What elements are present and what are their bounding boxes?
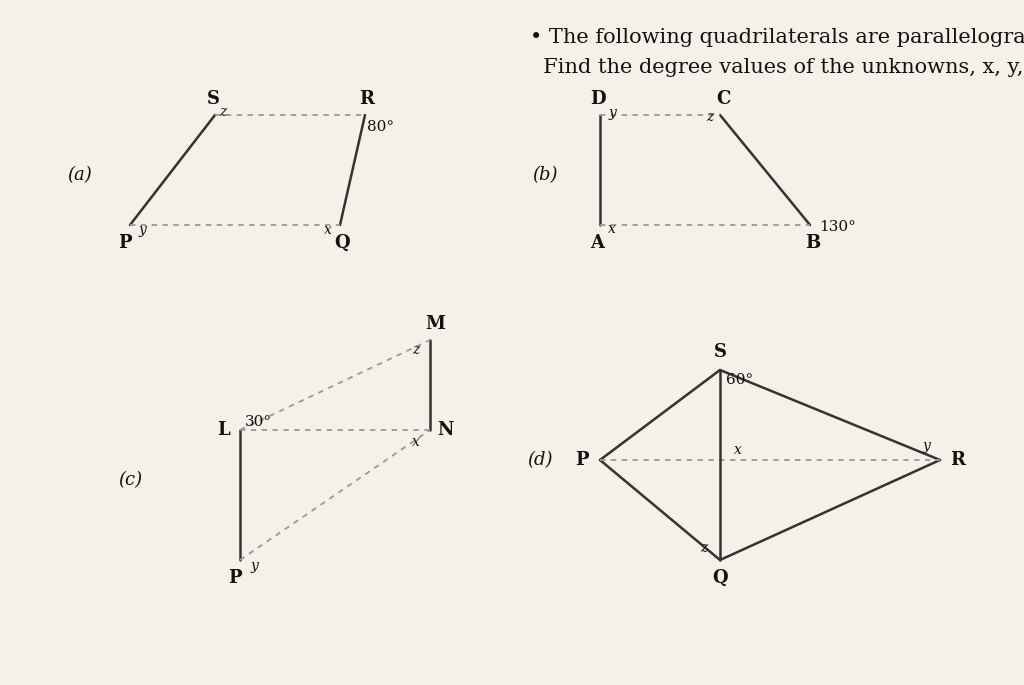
Text: S: S xyxy=(714,343,726,361)
Text: x: x xyxy=(412,435,420,449)
Text: x: x xyxy=(734,443,742,457)
Text: R: R xyxy=(359,90,375,108)
Text: x: x xyxy=(324,223,332,237)
Text: D: D xyxy=(590,90,606,108)
Text: C: C xyxy=(716,90,730,108)
Text: (d): (d) xyxy=(527,451,553,469)
Text: P: P xyxy=(575,451,589,469)
Text: z: z xyxy=(413,343,420,357)
Text: Q: Q xyxy=(334,234,350,252)
Text: A: A xyxy=(590,234,604,252)
Text: 80°: 80° xyxy=(367,120,394,134)
Text: R: R xyxy=(950,451,966,469)
Text: M: M xyxy=(425,315,445,333)
Text: y: y xyxy=(608,106,616,120)
Text: x: x xyxy=(608,222,616,236)
Text: L: L xyxy=(218,421,230,439)
Text: P: P xyxy=(118,234,132,252)
Text: y: y xyxy=(250,559,258,573)
Text: N: N xyxy=(437,421,455,439)
Text: 130°: 130° xyxy=(819,220,856,234)
Text: 30°: 30° xyxy=(245,415,271,429)
Text: (b): (b) xyxy=(532,166,558,184)
Text: • The following quadrilaterals are parallelogram.: • The following quadrilaterals are paral… xyxy=(530,28,1024,47)
Text: Q: Q xyxy=(712,569,728,587)
Text: S: S xyxy=(207,90,219,108)
Text: P: P xyxy=(228,569,242,587)
Text: z: z xyxy=(219,105,226,119)
Text: 60°: 60° xyxy=(726,373,754,387)
Text: (a): (a) xyxy=(68,166,92,184)
Text: y: y xyxy=(922,439,930,453)
Text: Find the degree values of the unknowns, x, y, z.: Find the degree values of the unknowns, … xyxy=(530,58,1024,77)
Text: y: y xyxy=(138,223,146,237)
Text: B: B xyxy=(805,234,820,252)
Text: (c): (c) xyxy=(118,471,142,489)
Text: z: z xyxy=(707,110,714,124)
Text: z: z xyxy=(700,541,708,555)
